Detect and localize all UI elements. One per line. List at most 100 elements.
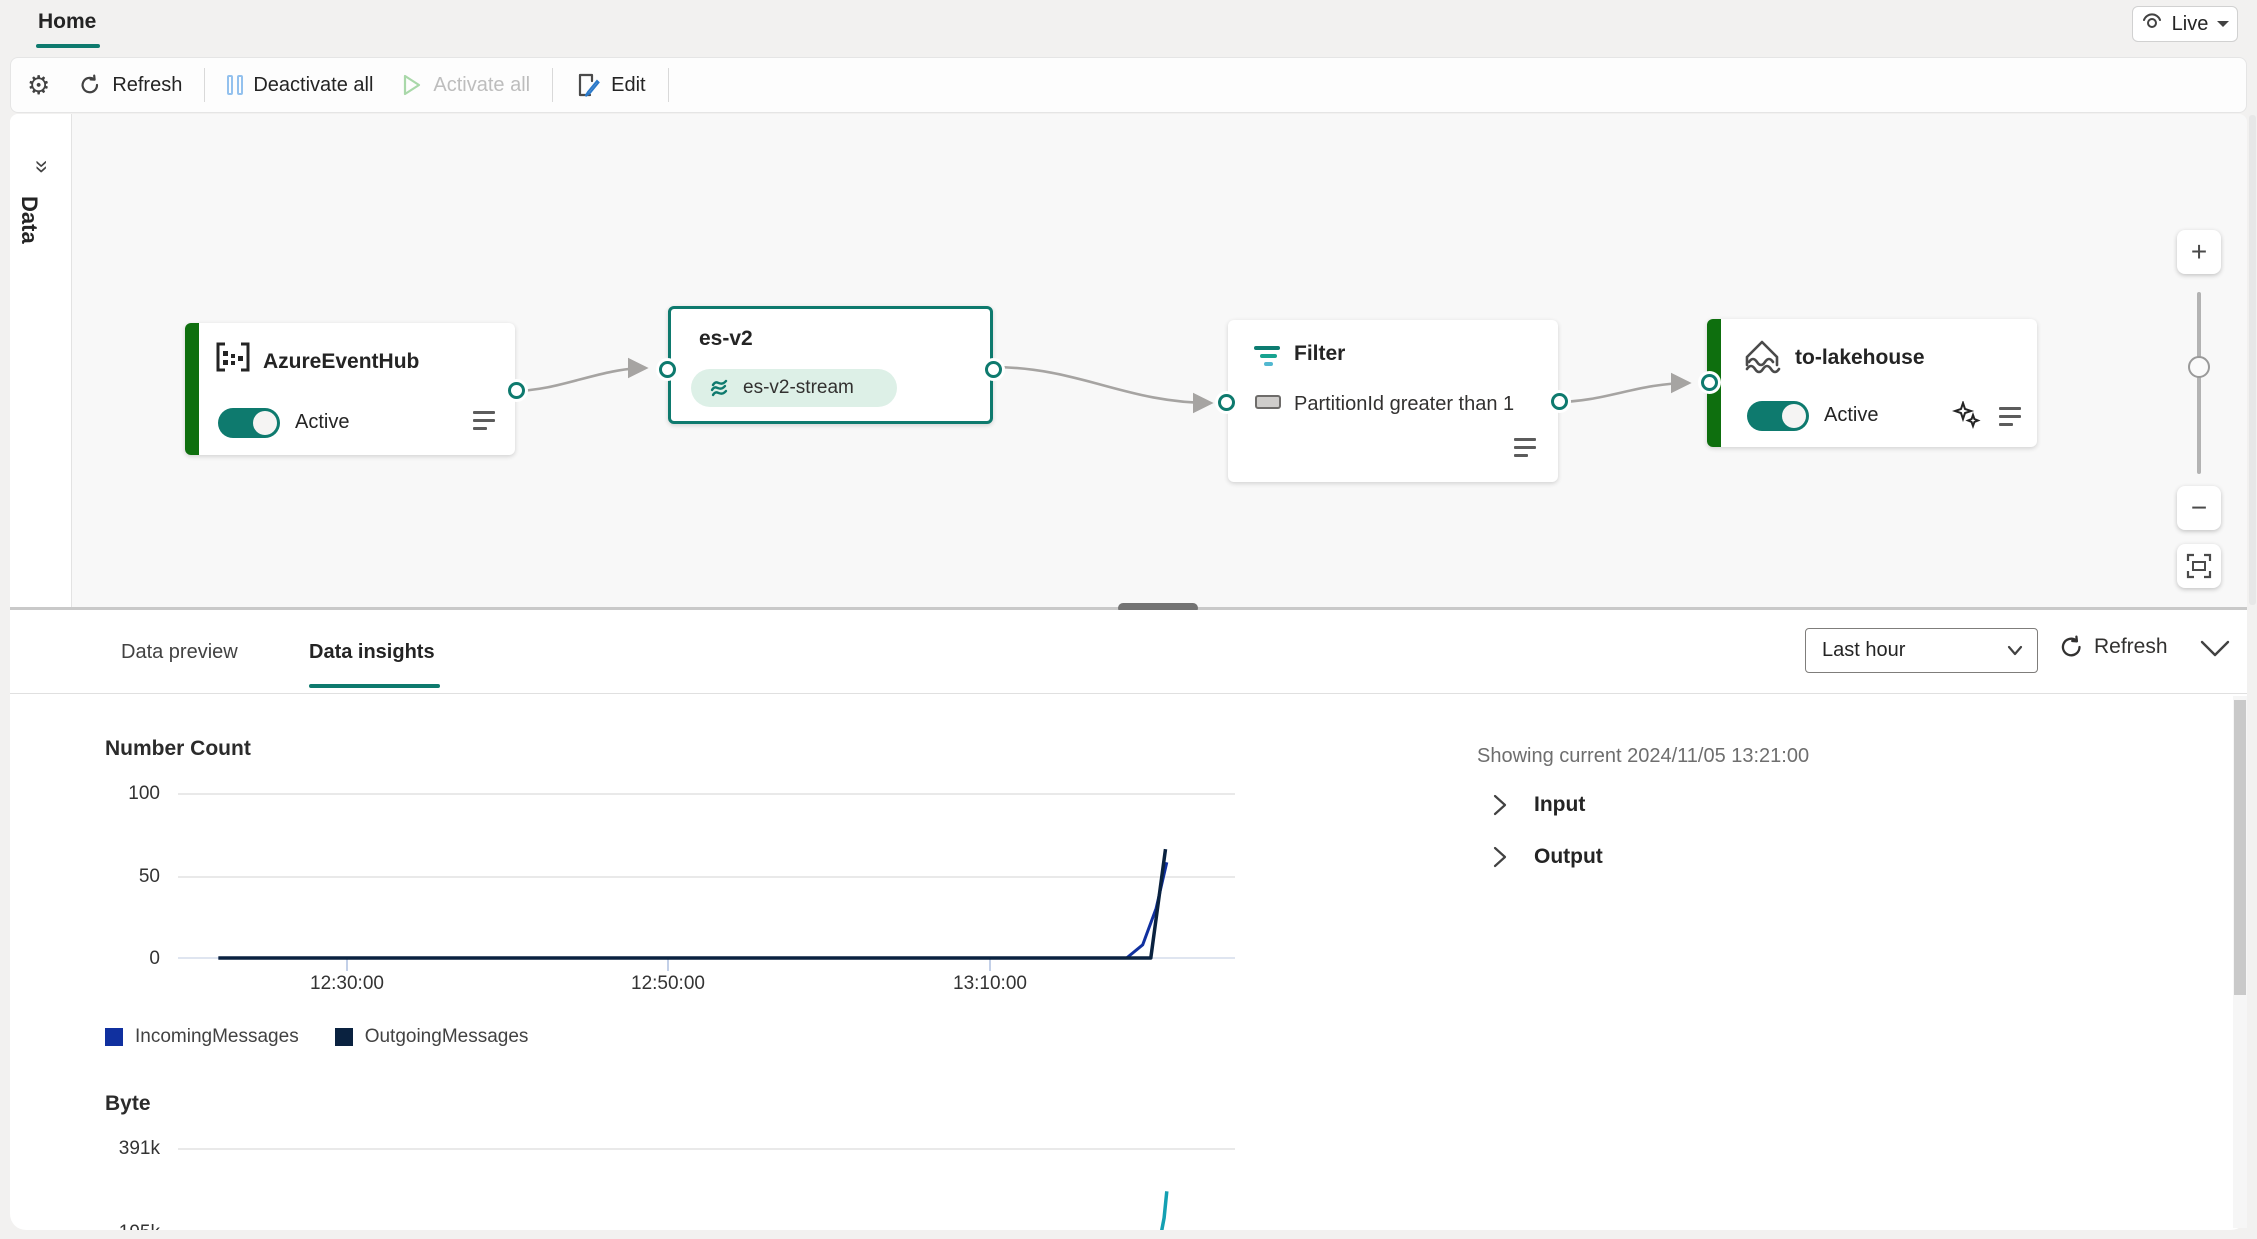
y-tick-label: 0 — [149, 948, 160, 969]
node-menu-icon[interactable] — [473, 411, 495, 430]
panel-resize-handle[interactable] — [1118, 603, 1198, 613]
refresh-button[interactable]: Refresh — [64, 65, 196, 105]
toolbar-divider — [552, 68, 554, 102]
settings-gear-icon[interactable]: ⚙ — [27, 69, 51, 100]
ribbon-toolbar: ⚙ Refresh Deactivate all Activate all Ed… — [10, 57, 2247, 113]
chevron-right-icon — [1493, 846, 1507, 868]
activate-all-label: Activate all — [433, 73, 531, 96]
node-menu-icon[interactable] — [1999, 407, 2021, 426]
node-title: AzureEventHub — [263, 350, 420, 373]
active-status-bar — [185, 323, 199, 455]
refresh-label: Refresh — [112, 73, 183, 96]
toolbar-divider — [667, 68, 669, 102]
zoom-out-button[interactable]: − — [2177, 486, 2221, 530]
y-tick-label: 50 — [138, 866, 160, 887]
output-port — [985, 361, 1002, 378]
legend-item-incoming: IncomingMessages — [105, 1026, 299, 1048]
chart-title-byte: Byte — [105, 1092, 151, 1115]
stream-icon — [710, 379, 728, 397]
x-tick — [989, 959, 991, 971]
deactivate-all-label: Deactivate all — [253, 73, 374, 96]
filter-condition: PartitionId greater than 1 — [1294, 393, 1515, 415]
insights-panel — [10, 610, 2247, 1230]
refresh-label: Refresh — [2094, 635, 2168, 658]
zoom-slider-track[interactable] — [2197, 292, 2201, 474]
fit-to-screen-button[interactable] — [2177, 544, 2221, 588]
edit-pencil-icon — [579, 73, 600, 97]
time-range-value: Last hour — [1822, 639, 1906, 661]
live-view-icon — [2140, 11, 2164, 37]
tab-home[interactable]: Home — [38, 10, 97, 33]
zoom-slider-handle[interactable] — [2188, 356, 2210, 378]
y-tick-label-clipped: 195k — [112, 1222, 172, 1230]
deactivate-all-button[interactable]: Deactivate all — [213, 65, 387, 105]
input-port — [1701, 374, 1718, 391]
legend-label: IncomingMessages — [135, 1026, 299, 1047]
node-title: to-lakehouse — [1795, 346, 1925, 369]
sidebar-data-label: Data — [17, 196, 42, 244]
toggle-label: Active — [295, 411, 350, 433]
chevron-down-icon — [2217, 21, 2230, 27]
stream-label: es-v2-stream — [743, 377, 854, 398]
tab-data-preview[interactable]: Data preview — [121, 641, 238, 663]
activate-all-button[interactable]: Activate all — [387, 65, 544, 105]
tabs-divider — [10, 693, 2247, 694]
toolbar-divider — [204, 68, 206, 102]
y-tick-label: 391k — [118, 1138, 160, 1159]
active-toggle[interactable] — [218, 408, 280, 438]
gridline-100 — [178, 793, 1235, 795]
x-tick-label: 12:50:00 — [631, 973, 705, 994]
chart-title-number-count: Number Count — [105, 737, 251, 760]
play-icon — [404, 74, 421, 96]
zoom-in-button[interactable]: + — [2177, 230, 2221, 274]
live-mode-dropdown[interactable]: Live — [2132, 6, 2238, 42]
stream-badge[interactable]: es-v2-stream — [691, 369, 897, 407]
refresh-icon — [2061, 635, 2081, 657]
lakehouse-icon — [1745, 340, 1781, 374]
active-toggle[interactable] — [1747, 401, 1809, 431]
gridline-0 — [178, 957, 1235, 959]
x-tick-label: 13:10:00 — [953, 973, 1027, 994]
canvas-scrollbar[interactable] — [2249, 115, 2256, 605]
legend-item-outgoing: OutgoingMessages — [334, 1026, 529, 1048]
chevron-down-icon — [2007, 645, 2023, 656]
output-port — [508, 382, 525, 399]
gridline-391k — [178, 1148, 1235, 1150]
edit-button[interactable]: Edit — [561, 65, 659, 105]
y-tick-label: 100 — [128, 783, 160, 804]
node-menu-icon[interactable] — [1514, 438, 1536, 457]
output-section-label: Output — [1534, 845, 1603, 868]
insights-refresh-button[interactable]: Refresh — [2058, 634, 2168, 660]
chart-legend: IncomingMessages OutgoingMessages — [105, 1026, 528, 1048]
node-azure-event-hub[interactable]: AzureEventHub Active — [185, 323, 525, 455]
expand-sidebar-chevron-icon[interactable]: » — [29, 160, 56, 174]
sparkle-icon[interactable] — [1952, 401, 1982, 431]
node-es-v2[interactable]: es-v2 es-v2-stream — [659, 306, 1002, 424]
tab-data-insights[interactable]: Data insights — [309, 641, 435, 663]
filter-icon — [1254, 346, 1282, 366]
input-section-row[interactable]: Input — [1490, 793, 1585, 817]
legend-swatch — [105, 1028, 123, 1046]
node-title: es-v2 — [699, 327, 753, 350]
home-tab-active-underline — [36, 44, 100, 48]
toggle-label: Active — [1824, 404, 1879, 426]
input-port — [1218, 394, 1235, 411]
x-tick — [346, 959, 348, 971]
output-port — [1551, 393, 1568, 410]
legend-label: OutgoingMessages — [364, 1026, 529, 1047]
pause-icon — [227, 75, 244, 95]
gridline-50 — [178, 876, 1235, 878]
refresh-icon — [81, 74, 99, 94]
showing-current-timestamp: Showing current 2024/11/05 13:21:00 — [1477, 745, 1810, 767]
input-port — [659, 361, 676, 378]
x-tick — [667, 959, 669, 971]
event-hub-icon — [216, 342, 250, 372]
field-icon — [1254, 391, 1282, 413]
panel-scrollbar-thumb[interactable] — [2234, 700, 2246, 995]
time-range-select[interactable]: Last hour — [1805, 628, 2038, 673]
chevron-right-icon — [1493, 794, 1507, 816]
node-to-lakehouse[interactable]: to-lakehouse Active — [1701, 319, 2037, 447]
output-section-row[interactable]: Output — [1490, 845, 1603, 869]
collapse-panel-chevron-icon[interactable] — [2198, 638, 2232, 665]
node-filter[interactable]: Filter PartitionId greater than 1 — [1218, 320, 1568, 482]
